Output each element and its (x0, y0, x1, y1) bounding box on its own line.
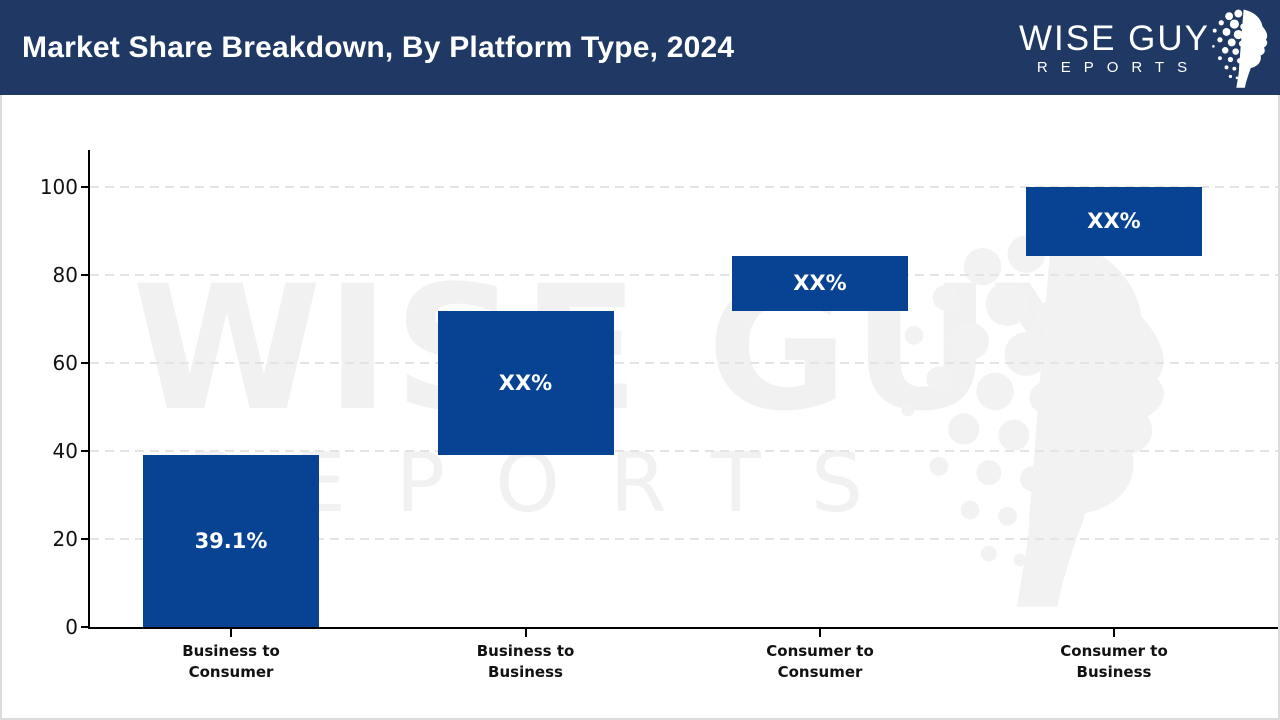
x-tick-mark-1 (230, 629, 232, 637)
brand-subname: REPORTS (1036, 58, 1201, 76)
y-axis-spine (88, 150, 90, 629)
y-tick-label-20: 20 (52, 527, 78, 551)
gridline-40 (90, 450, 1278, 452)
chart-area: WISE GUY REPORTS 0 20 40 60 80 100 39.1% XX% XX%… (0, 95, 1280, 720)
bar-value-label-4: XX% (1087, 209, 1141, 234)
x-category-label-4: Consumer to Business (1060, 642, 1168, 681)
y-tick-mark-80 (81, 274, 90, 276)
header: Market Share Breakdown, By Platform Type… (0, 0, 1280, 95)
y-tick-mark-40 (81, 450, 90, 452)
brand-logo-text: WISE GUY REPORTS (1019, 21, 1210, 75)
y-tick-label-40: 40 (52, 439, 78, 463)
x-axis-spine (88, 627, 1278, 629)
x-category-label-2: Business to Business (476, 642, 575, 681)
bar-value-label-2: XX% (498, 371, 553, 396)
dot-head-icon (1204, 7, 1270, 89)
y-tick-mark-20 (81, 538, 90, 540)
x-tick-mark-3 (819, 629, 821, 637)
gridline-80 (90, 274, 1278, 276)
gridline-60 (90, 362, 1278, 364)
brand-name: WISE GUY (1018, 18, 1210, 58)
y-tick-mark-60 (81, 362, 90, 364)
bar-value-label-3: XX% (793, 271, 847, 296)
bar-1 (143, 454, 319, 627)
y-tick-label-100: 100 (39, 175, 78, 199)
page-title: Market Share Breakdown, By Platform Type… (22, 30, 735, 64)
gridline-20 (90, 538, 1278, 540)
y-tick-mark-100 (81, 186, 90, 188)
bar-2 (437, 311, 614, 455)
x-category-label-1: Business to Consumer (182, 642, 280, 681)
gridline-100 (90, 186, 1278, 188)
y-tick-label-60: 60 (52, 351, 78, 375)
y-tick-label-0: 0 (65, 615, 78, 639)
bar-4 (1026, 187, 1202, 256)
x-tick-mark-4 (1113, 629, 1115, 637)
bar-3 (732, 255, 908, 312)
y-tick-label-80: 80 (52, 263, 78, 287)
x-tick-mark-2 (524, 629, 527, 637)
brand-logo: WISE GUY REPORTS (1019, 7, 1270, 89)
x-category-label-3: Consumer to Consumer (766, 642, 874, 681)
bar-value-label-1: 39.1% (194, 528, 268, 553)
y-tick-mark-0 (81, 626, 90, 628)
plot: 0 20 40 60 80 100 39.1% XX% XX% XX% Business to Co… (2, 95, 1278, 718)
